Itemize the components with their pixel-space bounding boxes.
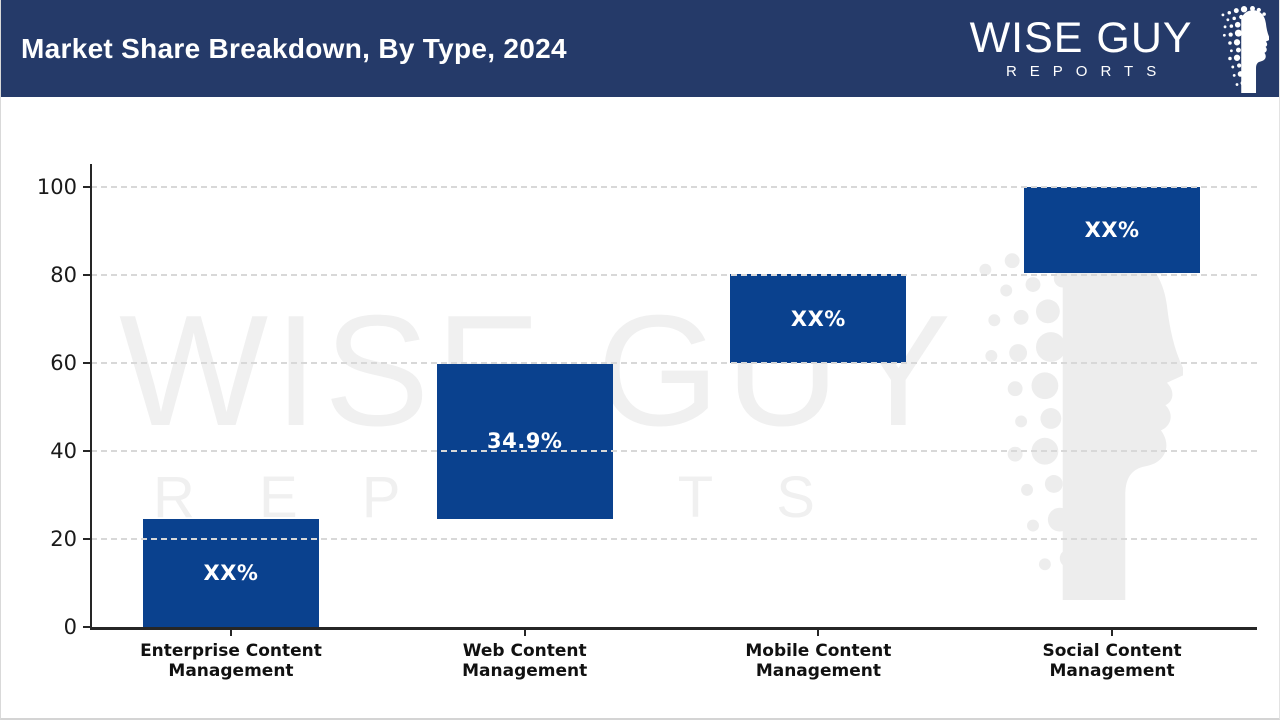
gridline — [91, 538, 1257, 540]
bar-value-label: 34.9% — [487, 429, 563, 454]
bar: XX% — [730, 274, 907, 364]
logo-wordmark: WISE GUY — [969, 14, 1193, 62]
x-axis-tick — [1111, 628, 1114, 636]
bar: XX% — [1024, 187, 1201, 274]
bar-value-label: XX% — [203, 561, 259, 586]
y-axis-tick-label: 60 — [50, 351, 77, 375]
x-axis-tick — [817, 628, 820, 636]
x-axis-tick — [230, 628, 232, 636]
x-axis-label: Mobile Content Management — [745, 641, 892, 681]
y-axis-tick-label: 40 — [50, 439, 77, 463]
x-axis-tick — [523, 628, 526, 636]
wiseguy-logo: WISE GUY REPORTS — [970, 5, 1269, 93]
bar: 34.9% — [436, 363, 613, 519]
gridline — [91, 362, 1257, 364]
x-axis-label: Social Content Management — [1042, 641, 1182, 681]
header: Market Share Breakdown, By Type, 2024 WI… — [1, 0, 1279, 97]
y-axis-tick-label: 20 — [50, 527, 77, 551]
gridline — [91, 450, 1257, 452]
x-axis-label: Enterprise Content Management — [140, 641, 322, 681]
y-axis-tick — [83, 450, 91, 452]
y-axis-tick — [83, 362, 91, 364]
bar-value-label: XX% — [790, 306, 846, 331]
bar: XX% — [143, 519, 319, 627]
y-axis-tick-label: 0 — [63, 615, 77, 639]
y-axis-tick — [83, 538, 91, 540]
y-axis-line — [90, 164, 92, 629]
bar-value-label: XX% — [1084, 218, 1140, 243]
y-axis-tick-label: 80 — [50, 263, 77, 287]
gridline — [91, 274, 1257, 276]
x-axis-line — [90, 627, 1257, 630]
y-axis-tick — [83, 274, 91, 276]
y-axis-tick — [83, 186, 91, 188]
y-axis-tick — [83, 626, 91, 628]
y-axis-tick-label: 100 — [36, 175, 77, 199]
logo-subtitle: REPORTS — [1005, 63, 1170, 80]
gridline — [91, 186, 1257, 188]
x-axis-label: Web Content Management — [462, 641, 588, 681]
page-title: Market Share Breakdown, By Type, 2024 — [21, 32, 567, 64]
wiseguy-logo-text: WISE GUY REPORTS — [969, 14, 1193, 81]
wiseguy-face-icon — [1221, 5, 1269, 93]
